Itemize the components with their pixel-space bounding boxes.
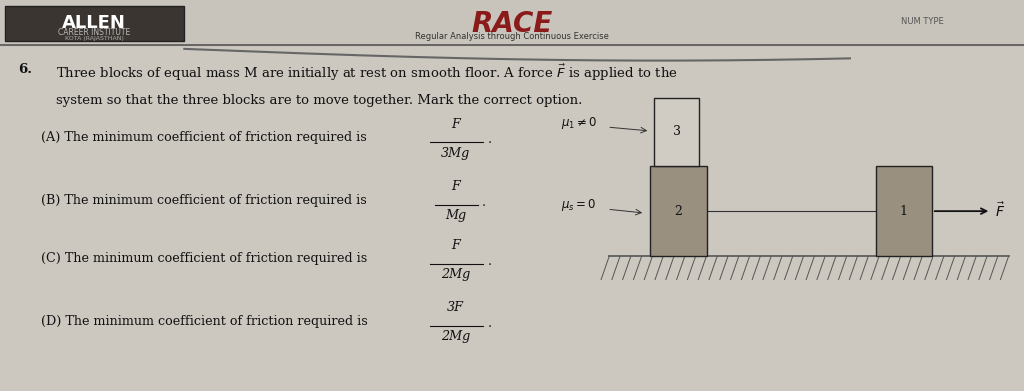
Text: (D) The minimum coefficient of friction required is: (D) The minimum coefficient of friction … (41, 315, 372, 328)
Bar (650, 166, 707, 256)
Text: Mg: Mg (445, 209, 466, 222)
Text: RACE: RACE (471, 10, 553, 38)
Text: 2Mg: 2Mg (441, 330, 470, 343)
Text: system so that the three blocks are to move together. Mark the correct option.: system so that the three blocks are to m… (56, 94, 583, 107)
Text: F: F (452, 239, 460, 252)
Text: .: . (487, 317, 492, 330)
Bar (654, 98, 699, 166)
Bar (5, 6, 184, 41)
Text: F: F (452, 118, 460, 131)
Text: 2: 2 (675, 204, 682, 218)
Text: .: . (487, 255, 492, 267)
Text: 2Mg: 2Mg (441, 268, 470, 281)
Text: $\vec{F}$: $\vec{F}$ (995, 202, 1006, 221)
Text: .: . (481, 196, 485, 209)
Text: 3F: 3F (447, 301, 464, 314)
Text: Regular Analysis through Continuous Exercise: Regular Analysis through Continuous Exer… (415, 32, 609, 41)
Text: .: . (487, 133, 492, 146)
Text: CAREER INSTITUTE: CAREER INSTITUTE (58, 28, 130, 38)
Bar (0, 0, 1024, 47)
Text: 3: 3 (673, 126, 681, 138)
Text: (C) The minimum coefficient of friction required is: (C) The minimum coefficient of friction … (41, 252, 372, 265)
Text: 3Mg: 3Mg (441, 147, 470, 160)
Text: ALLEN: ALLEN (62, 14, 126, 32)
Text: (B) The minimum coefficient of friction required is: (B) The minimum coefficient of friction … (41, 194, 371, 206)
Text: 1: 1 (900, 204, 907, 218)
Text: KOTA (RAJASTHAN): KOTA (RAJASTHAN) (65, 36, 124, 41)
Text: Three blocks of equal mass M are initially at rest on smooth floor. A force $\ve: Three blocks of equal mass M are initial… (56, 63, 678, 83)
Text: NUM TYPE: NUM TYPE (901, 17, 944, 26)
Text: 6.: 6. (18, 63, 33, 75)
Text: $\mu_s = 0$: $\mu_s = 0$ (561, 197, 596, 213)
Bar (876, 166, 932, 256)
Text: $\mu_1 \neq 0$: $\mu_1 \neq 0$ (561, 115, 597, 131)
Text: (A) The minimum coefficient of friction required is: (A) The minimum coefficient of friction … (41, 131, 371, 144)
Text: F: F (452, 180, 460, 193)
